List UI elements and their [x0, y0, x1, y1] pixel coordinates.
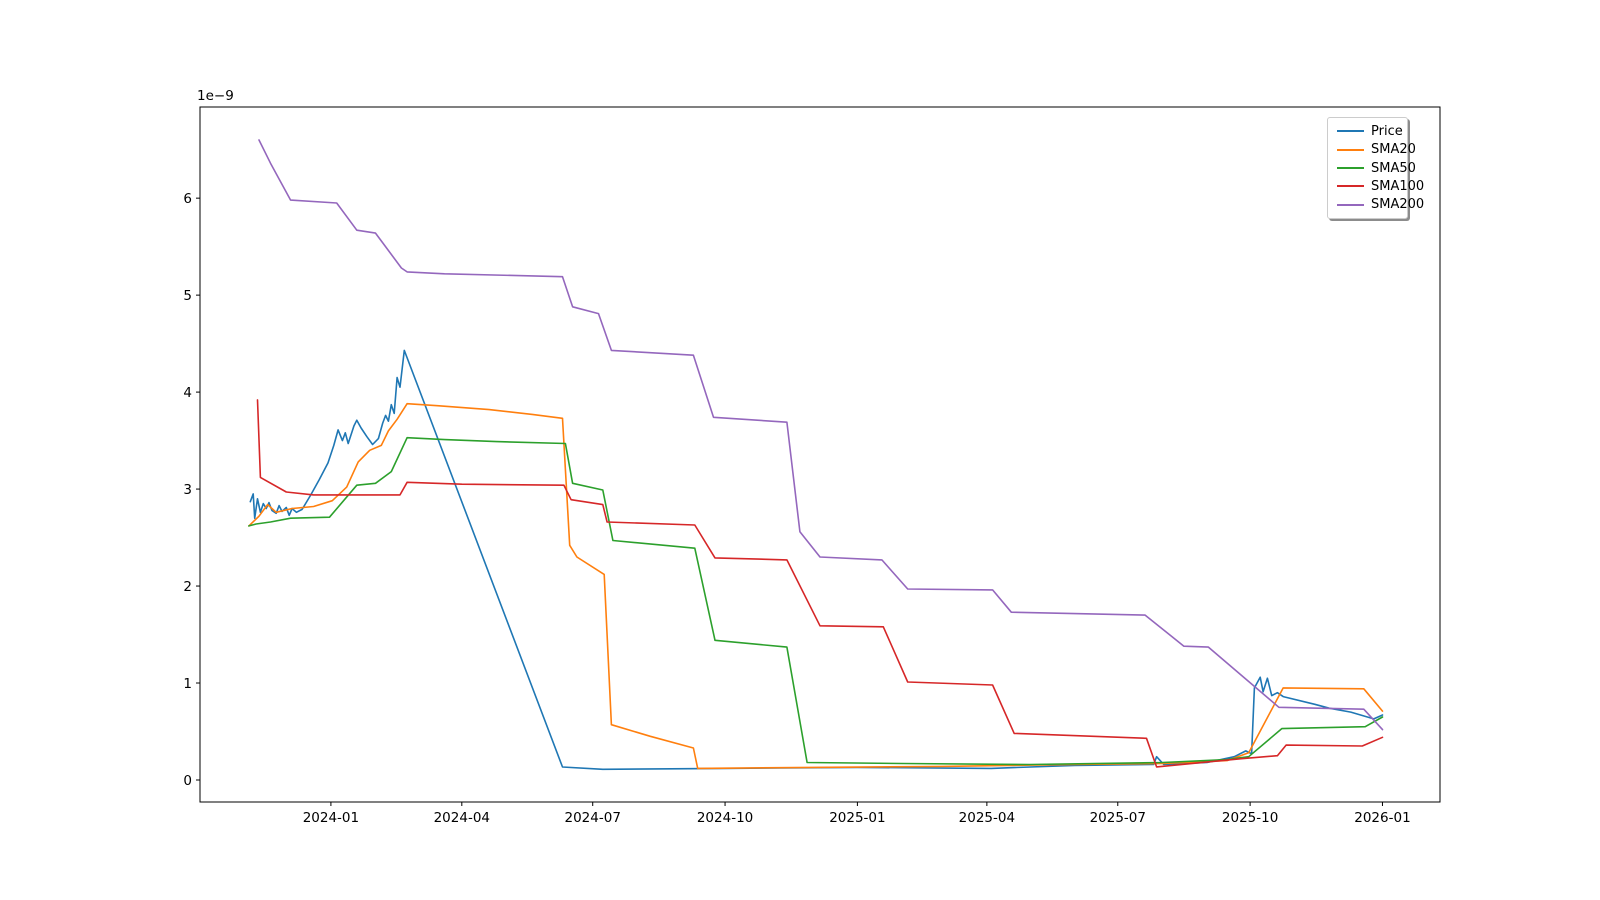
y-tick-label: 3 — [183, 482, 192, 498]
legend-line-swatch-sma100 — [1337, 185, 1364, 188]
x-tick-label: 2025-07 — [1090, 810, 1146, 826]
legend-label-price: Price — [1371, 123, 1403, 139]
x-tick-label: 2025-04 — [959, 810, 1015, 826]
legend-item-sma20: SMA20 — [1337, 140, 1416, 158]
series-line-sma100 — [256, 399, 1384, 768]
y-tick-label: 5 — [183, 288, 192, 304]
series-line-price — [249, 349, 1384, 771]
legend-line-swatch-sma20 — [1337, 148, 1364, 151]
legend-label-sma200: SMA200 — [1371, 197, 1425, 213]
x-tick-label: 2025-01 — [829, 810, 885, 826]
y-axis-offset-label: 1e−9 — [197, 88, 234, 104]
legend-item-sma50: SMA50 — [1337, 159, 1416, 177]
legend-line-swatch-sma200 — [1337, 203, 1364, 206]
legend-label-sma100: SMA100 — [1371, 178, 1425, 194]
y-tick-label: 4 — [183, 385, 192, 401]
x-tick-label: 2024-01 — [303, 810, 359, 826]
x-tick-label: 2026-01 — [1354, 810, 1410, 826]
x-tick-label: 2024-10 — [697, 810, 753, 826]
series-line-sma50 — [248, 436, 1384, 766]
legend-item-sma100: SMA100 — [1337, 177, 1424, 195]
legend: Price SMA20 SMA50 SMA100 SMA200 — [1327, 117, 1424, 219]
series-line-sma20 — [248, 402, 1384, 770]
legend-item-sma200: SMA200 — [1337, 196, 1424, 214]
axes-frame — [199, 106, 1441, 803]
legend-item-price: Price — [1337, 122, 1403, 140]
x-tick-label: 2024-07 — [565, 810, 621, 826]
legend-line-swatch-sma50 — [1337, 167, 1364, 170]
legend-label-sma20: SMA20 — [1371, 142, 1416, 158]
y-tick-label: 1 — [183, 676, 192, 692]
x-tick-label: 2024-04 — [434, 810, 490, 826]
y-tick-label: 6 — [183, 191, 192, 207]
y-tick-label: 2 — [183, 579, 192, 595]
x-tick-label: 2025-10 — [1222, 810, 1278, 826]
legend-line-swatch-price — [1337, 130, 1364, 133]
legend-label-sma50: SMA50 — [1371, 160, 1416, 176]
y-tick-label: 0 — [183, 773, 192, 789]
series-line-sma200 — [258, 139, 1384, 731]
